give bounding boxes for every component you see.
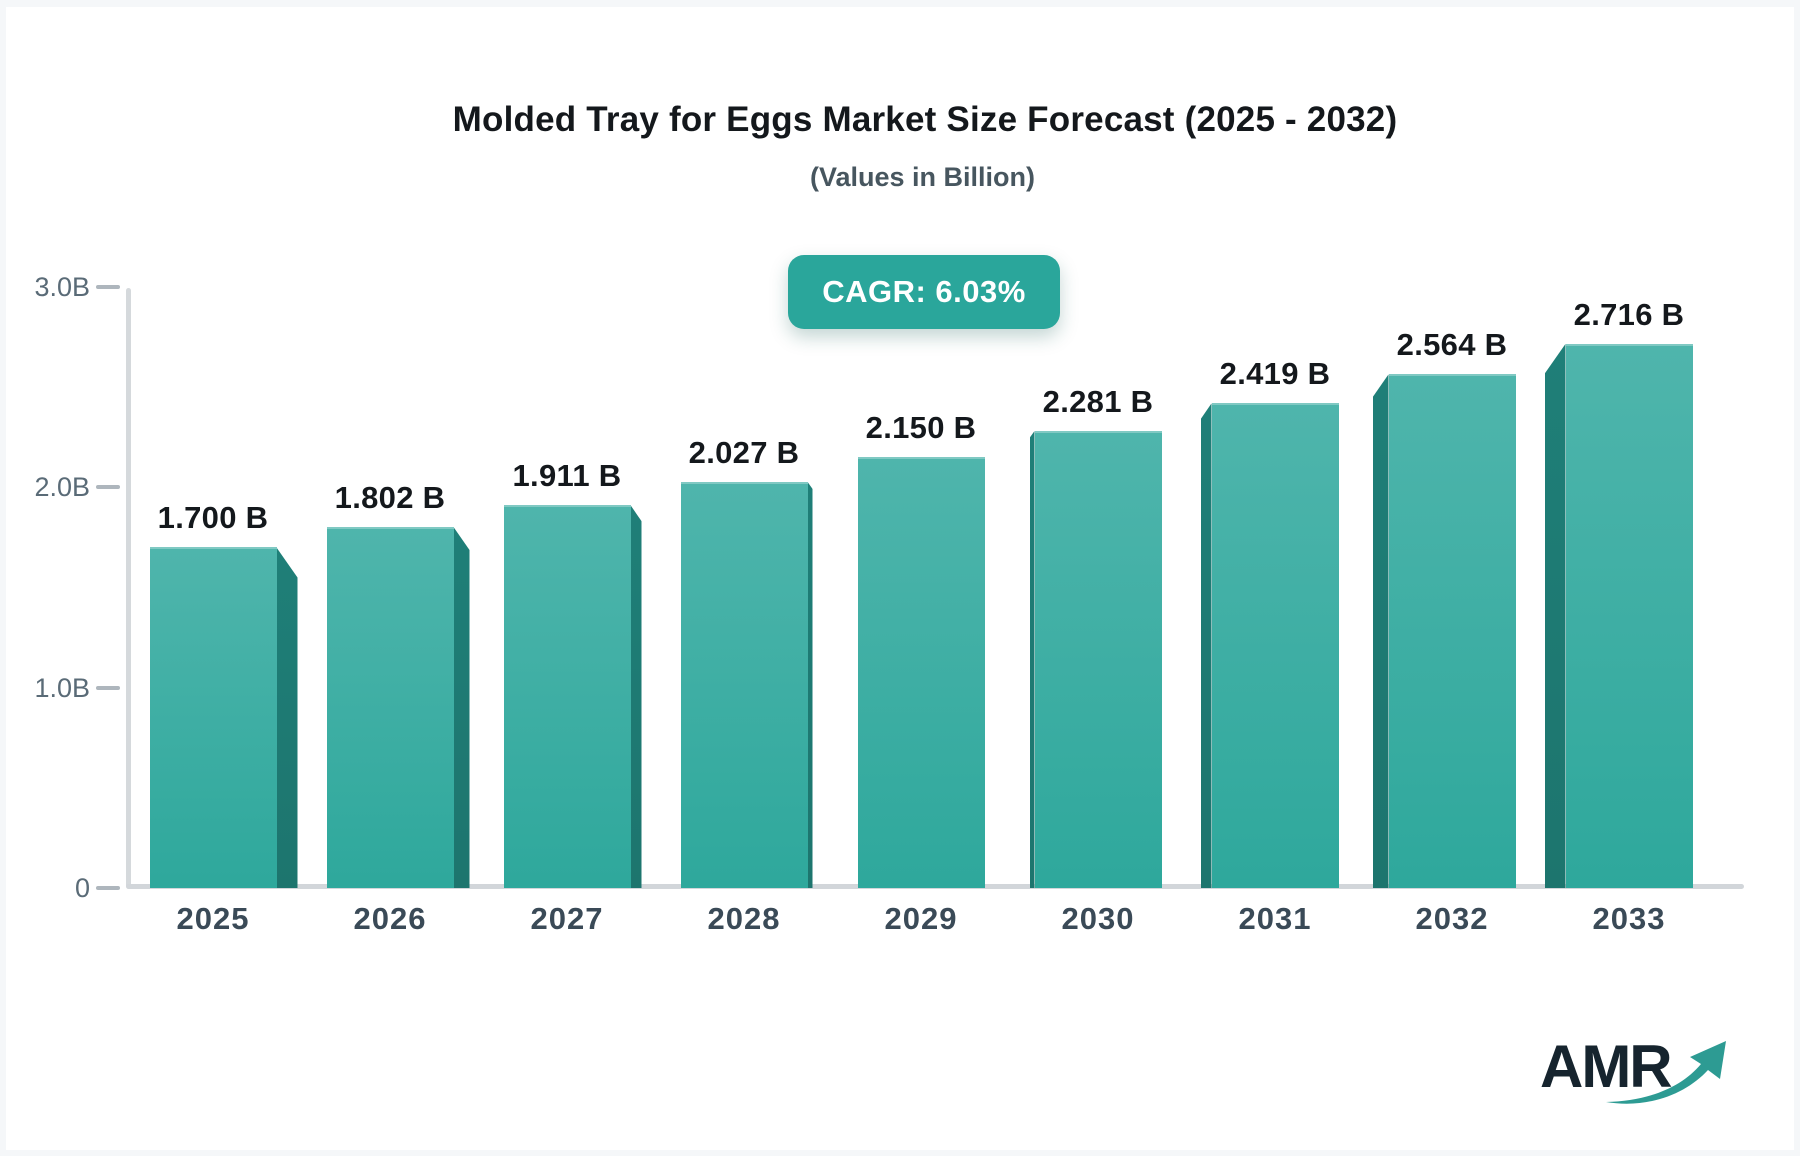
x-category-label-2028: 2028 bbox=[707, 901, 781, 936]
bar-side-2025 bbox=[276, 547, 298, 888]
y-tick-mark bbox=[96, 485, 120, 490]
bar-2027 bbox=[503, 505, 631, 888]
y-tick-mark bbox=[96, 685, 120, 690]
bar-side-2028 bbox=[807, 481, 813, 888]
bar-2028 bbox=[680, 481, 808, 888]
y-axis-line bbox=[126, 288, 131, 888]
y-tick-mark bbox=[96, 285, 120, 289]
cagr-badge-label: CAGR: 6.03% bbox=[822, 274, 1026, 309]
cagr-badge: CAGR: 6.03% bbox=[788, 255, 1060, 329]
y-tick-label: 3.0B bbox=[34, 272, 90, 302]
bar-value-label: 1.911 B bbox=[512, 458, 622, 494]
bar-2029 bbox=[857, 457, 985, 888]
y-tick-label: 2.0B bbox=[34, 472, 90, 503]
bar-side-2032 bbox=[1372, 374, 1389, 888]
x-category-label-2030: 2030 bbox=[1061, 901, 1135, 936]
bar-2031 bbox=[1211, 403, 1339, 888]
y-tick-label: 1.0B bbox=[34, 672, 90, 703]
bar-value-label: 1.700 B bbox=[157, 500, 269, 536]
bar-2032 bbox=[1388, 374, 1516, 888]
brand-logo-arrow-icon bbox=[1606, 1041, 1726, 1104]
bar-value-label: 2.564 B bbox=[1396, 327, 1508, 363]
bar-2026 bbox=[326, 527, 454, 888]
bar-side-2026 bbox=[453, 527, 470, 888]
bar-value-label: 2.150 B bbox=[865, 410, 977, 446]
bar-value-label: 2.027 B bbox=[688, 434, 800, 470]
x-category-label-2029: 2029 bbox=[884, 901, 958, 936]
y-tick-mark bbox=[96, 886, 120, 890]
x-category-label-2031: 2031 bbox=[1238, 901, 1312, 936]
x-category-label-2025: 2025 bbox=[176, 901, 250, 936]
bar-2033 bbox=[1565, 343, 1693, 888]
bar-value-label: 2.281 B bbox=[1042, 384, 1154, 420]
bar-side-2031 bbox=[1200, 403, 1212, 888]
x-category-label-2032: 2032 bbox=[1415, 901, 1489, 936]
x-category-label-2027: 2027 bbox=[530, 901, 604, 936]
chart-title: Molded Tray for Eggs Market Size Forecas… bbox=[452, 100, 1398, 139]
bar-side-2033 bbox=[1544, 343, 1566, 888]
bar-side-2030 bbox=[1029, 431, 1035, 888]
brand-logo-text: AMR bbox=[1540, 1033, 1673, 1100]
x-category-label-2033: 2033 bbox=[1592, 901, 1666, 936]
bar-value-label: 1.802 B bbox=[334, 480, 446, 515]
bar-side-2027 bbox=[630, 505, 642, 888]
y-tick-label: 0 bbox=[74, 873, 90, 903]
bar-value-label: 2.716 B bbox=[1573, 296, 1685, 332]
x-category-label-2026: 2026 bbox=[353, 901, 427, 936]
chart-subtitle: (Values in Billion) bbox=[809, 162, 1036, 192]
bar-value-label: 2.419 B bbox=[1219, 356, 1331, 392]
bar-2030 bbox=[1034, 431, 1162, 888]
bar-2025 bbox=[149, 547, 277, 888]
